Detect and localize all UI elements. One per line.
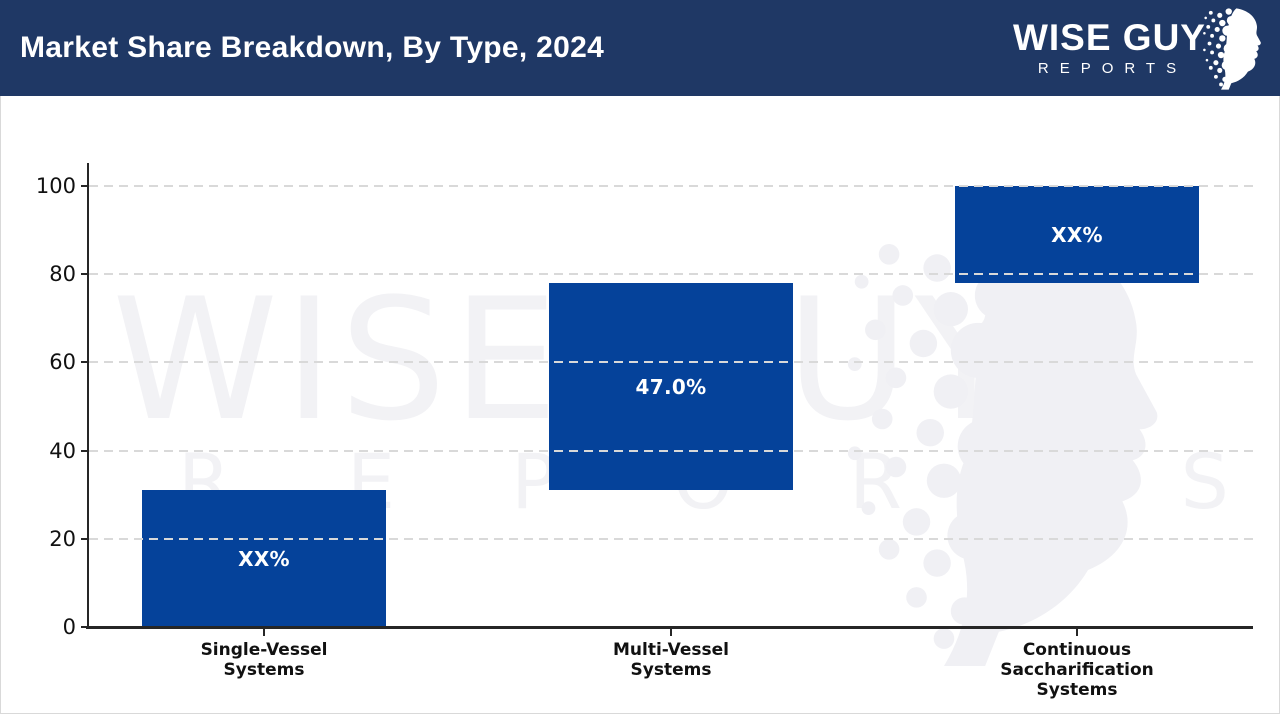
x-axis-tick [1076,629,1078,636]
gridline [89,537,1253,540]
logo-wordmark: WISE GUY [1012,17,1206,58]
page-title: Market Share Breakdown, By Type, 2024 [20,31,605,64]
x-axis-category-line: Systems [1036,680,1118,700]
x-axis-category-label: Multi-Vessel Systems [511,640,831,680]
wiseguy-logo: WISE GUY REPORTS [1013,5,1262,91]
header: Market Share Breakdown, By Type, 2024 WI… [0,0,1280,96]
logo-subtitle: REPORTS [1037,60,1188,77]
logo-text: WISE GUY REPORTS [1013,19,1206,77]
y-axis-tick [81,626,88,628]
y-axis-tick [81,537,88,540]
bar-segment: XX% [955,186,1199,284]
x-axis-tick [670,629,672,636]
y-axis-tick-label: 80 [49,262,76,287]
x-axis-line [86,626,1253,629]
gridline [89,449,1253,452]
y-axis-tick-label: 60 [49,350,76,375]
gridline [89,185,1253,187]
x-axis-category-line: Systems [630,660,712,680]
y-axis-tick [81,361,88,364]
y-axis-tick [81,273,88,276]
y-axis-tick-label: 20 [49,526,76,551]
x-axis-category-line: Single-Vessel [200,640,328,660]
wiseguy-face-icon [1203,8,1261,90]
y-axis-tick-label: 100 [35,174,76,198]
bar-value-label: XX% [1051,222,1103,247]
y-axis-tick-label: 40 [49,438,76,463]
bar-segment: 47.0% [549,283,793,491]
x-axis-category-line: Multi-Vessel [613,640,729,660]
gridline [89,361,1253,364]
y-axis-tick [81,185,88,187]
x-axis-category-label: Continuous Saccharification Systems [917,640,1237,700]
gridline [89,273,1253,276]
x-axis-tick [263,629,265,636]
x-axis-category-line: Systems [223,660,305,680]
x-axis-category-line: Saccharification [1000,660,1154,680]
bar-value-label: 47.0% [635,374,707,399]
x-axis-category-line: Continuous [1022,640,1132,660]
y-axis-line [87,163,89,629]
x-axis-category-label: Single-Vessel Systems [104,640,424,680]
y-axis-tick-label: 0 [62,615,76,639]
bar-segment: XX% [142,490,386,627]
bar-value-label: XX% [238,546,290,571]
y-axis-tick [81,449,88,452]
